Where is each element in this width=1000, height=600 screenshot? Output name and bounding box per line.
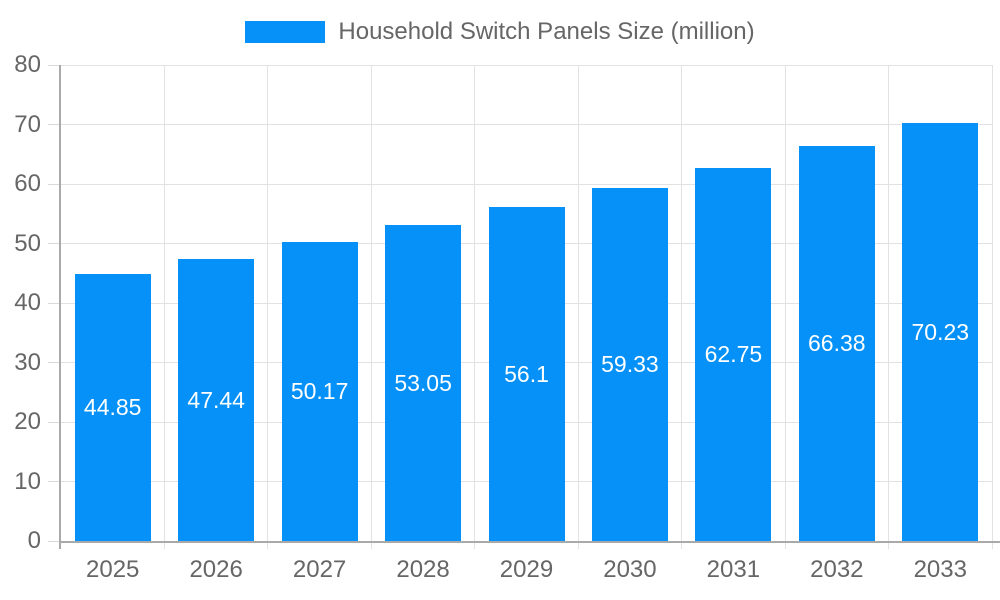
y-tick-label: 0 [27, 527, 41, 554]
x-tick-label: 2032 [810, 556, 864, 583]
x-tick-label: 2029 [499, 556, 554, 583]
bar-value-label: 62.75 [704, 341, 763, 367]
h-gridline [61, 64, 992, 66]
y-axis-line [59, 65, 61, 549]
legend-label: Household Switch Panels Size (million) [338, 18, 755, 45]
y-tick [48, 540, 60, 542]
x-tick-label: 2027 [292, 556, 347, 583]
y-tick [48, 421, 60, 423]
v-gridline [267, 65, 269, 549]
plot-area: 0 10 20 30 40 50 60 70 80 44.85 2025 47.44 2026 50.17… [14, 53, 1000, 582]
bar[interactable]: 53.05 [385, 225, 462, 541]
bar[interactable]: 59.33 [591, 188, 668, 541]
bar-value-label: 59.33 [601, 351, 659, 377]
x-tick-label: 2026 [189, 556, 243, 583]
bar-value-label: 47.44 [187, 386, 245, 413]
bar-value-label: 53.05 [394, 369, 452, 396]
x-tick-label: 2028 [396, 556, 450, 583]
y-tick-label: 80 [14, 51, 41, 78]
bar-value-label: 70.23 [911, 318, 970, 345]
bar[interactable]: 44.85 [74, 274, 151, 541]
x-tick-label: 2031 [706, 556, 761, 583]
y-tick [48, 481, 60, 482]
y-tick [48, 243, 60, 244]
y-tick-label: 30 [14, 348, 41, 376]
v-gridline [888, 65, 890, 549]
y-tick [48, 64, 60, 66]
bar[interactable]: 50.17 [281, 242, 358, 541]
y-tick-label: 50 [14, 229, 41, 257]
y-tick-label: 10 [14, 467, 41, 495]
y-tick-label: 70 [14, 110, 41, 138]
x-tick-label: 2025 [86, 556, 140, 583]
h-gridline [61, 124, 992, 125]
x-axis-line [59, 541, 1000, 543]
h-gridline [61, 183, 992, 185]
x-tick-label: 2030 [603, 556, 657, 583]
v-gridline [163, 65, 165, 549]
v-gridline [577, 65, 579, 549]
bar[interactable]: 62.75 [695, 168, 772, 541]
bar-value-label: 44.85 [83, 394, 142, 420]
x-tick-label: 2033 [913, 556, 967, 583]
v-gridline [991, 65, 993, 549]
bar[interactable]: 66.38 [798, 146, 875, 541]
v-gridline [474, 65, 476, 549]
bar-value-label: 66.38 [808, 330, 866, 356]
y-tick-label: 60 [14, 170, 41, 197]
bar-value-label: 56.1 [504, 360, 549, 387]
y-tick [48, 302, 60, 304]
bar-value-label: 50.17 [290, 378, 349, 404]
v-gridline [370, 65, 372, 549]
bar[interactable]: 70.23 [902, 123, 979, 541]
bar[interactable]: 56.1 [488, 207, 565, 541]
v-gridline [681, 65, 683, 549]
v-gridline [784, 65, 786, 549]
y-tick-label: 40 [14, 289, 41, 316]
bar[interactable]: 47.44 [178, 259, 255, 541]
y-tick [48, 124, 60, 125]
legend-swatch [245, 21, 326, 43]
y-tick [48, 362, 60, 363]
y-tick [48, 183, 60, 185]
legend[interactable]: Household Switch Panels Size (million) [0, 20, 1000, 44]
y-tick-label: 20 [14, 408, 41, 435]
